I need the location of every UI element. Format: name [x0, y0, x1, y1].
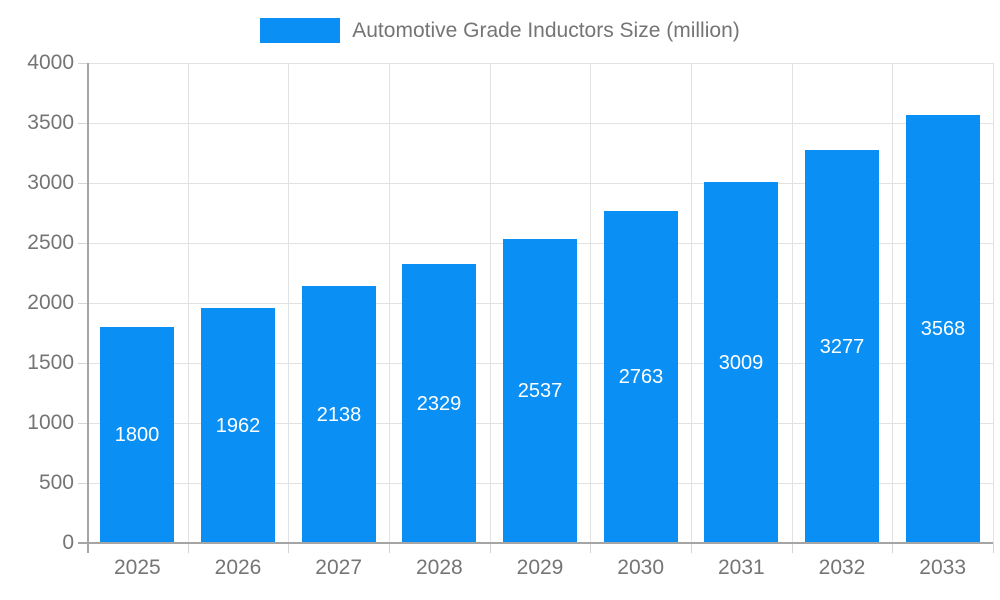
x-axis-line: [78, 542, 993, 544]
x-axis-tick: [288, 543, 289, 553]
x-axis-tick: [389, 543, 390, 553]
bar[interactable]: 2138: [302, 286, 376, 543]
bar-value-label: 2138: [316, 403, 362, 426]
x-axis-tick: [993, 543, 994, 553]
bar[interactable]: 2763: [604, 211, 678, 543]
y-gridline: [87, 123, 993, 124]
bar-value-label: 3009: [718, 351, 764, 374]
x-axis-tick: [792, 543, 793, 553]
bar-value-label: 3568: [920, 318, 966, 340]
y-axis-tick: [78, 483, 87, 484]
x-axis-tick: [892, 543, 893, 553]
bar[interactable]: 3009: [704, 182, 778, 543]
y-axis-tick-label: 0: [62, 531, 74, 554]
bar[interactable]: 1962: [201, 308, 275, 543]
x-gridline: [792, 63, 793, 543]
y-axis-tick: [78, 243, 87, 244]
x-axis-tick: [490, 543, 491, 553]
x-axis-tick-label: 2032: [818, 556, 866, 579]
x-axis-tick-label: 2030: [617, 556, 665, 579]
x-axis-tick-label: 2029: [516, 556, 564, 579]
x-axis-tick: [691, 543, 692, 553]
y-axis-tick-label: 500: [38, 471, 74, 494]
y-gridline: [87, 183, 993, 184]
legend-item[interactable]: Automotive Grade Inductors Size (million…: [260, 18, 740, 43]
x-axis-tick-label: 2033: [919, 556, 967, 579]
bar[interactable]: 1800: [100, 327, 174, 543]
x-gridline: [892, 63, 893, 543]
y-axis-tick-label: 3000: [27, 171, 74, 194]
y-axis-tick: [78, 123, 87, 124]
bar-value-label: 1962: [215, 414, 261, 437]
legend-label: Automotive Grade Inductors Size (million…: [352, 18, 740, 42]
bar-value-label: 3277: [819, 335, 865, 358]
x-gridline: [389, 63, 390, 543]
y-axis-tick: [78, 363, 87, 364]
y-axis-tick: [78, 183, 87, 184]
x-gridline: [288, 63, 289, 543]
bar-value-label: 2763: [618, 366, 664, 388]
x-axis-tick-label: 2027: [315, 556, 363, 579]
x-gridline: [993, 63, 994, 543]
y-axis-tick-label: 3500: [27, 111, 74, 134]
x-axis-tick-label: 2031: [717, 556, 765, 579]
x-axis-tick: [590, 543, 591, 553]
x-gridline: [691, 63, 692, 543]
x-gridline: [590, 63, 591, 543]
y-axis-tick-label: 1000: [27, 411, 74, 434]
x-axis-tick: [188, 543, 189, 553]
y-axis-line: [87, 63, 89, 553]
x-axis-tick-label: 2026: [214, 556, 262, 579]
y-axis-tick-label: 4000: [27, 51, 74, 74]
y-axis-tick-label: 2000: [27, 291, 74, 314]
y-axis-tick: [78, 63, 87, 64]
y-axis-tick-label: 1500: [27, 351, 74, 374]
chart-legend: Automotive Grade Inductors Size (million…: [0, 18, 1000, 43]
bar-value-label: 2537: [517, 380, 563, 402]
y-axis-tick: [78, 423, 87, 424]
bar[interactable]: 3277: [805, 150, 879, 543]
y-axis-tick-label: 2500: [27, 231, 74, 254]
y-axis-tick: [78, 303, 87, 304]
bar-value-label: 2329: [416, 392, 462, 415]
x-gridline: [188, 63, 189, 543]
x-axis-tick-label: 2025: [113, 556, 161, 579]
x-axis-tick-label: 2028: [415, 556, 463, 579]
bar[interactable]: 2537: [503, 239, 577, 543]
x-gridline: [490, 63, 491, 543]
y-gridline: [87, 63, 993, 64]
bar[interactable]: 2329: [402, 264, 476, 543]
legend-swatch: [260, 18, 341, 43]
bar-value-label: 1800: [114, 424, 160, 446]
bar[interactable]: 3568: [906, 115, 980, 543]
